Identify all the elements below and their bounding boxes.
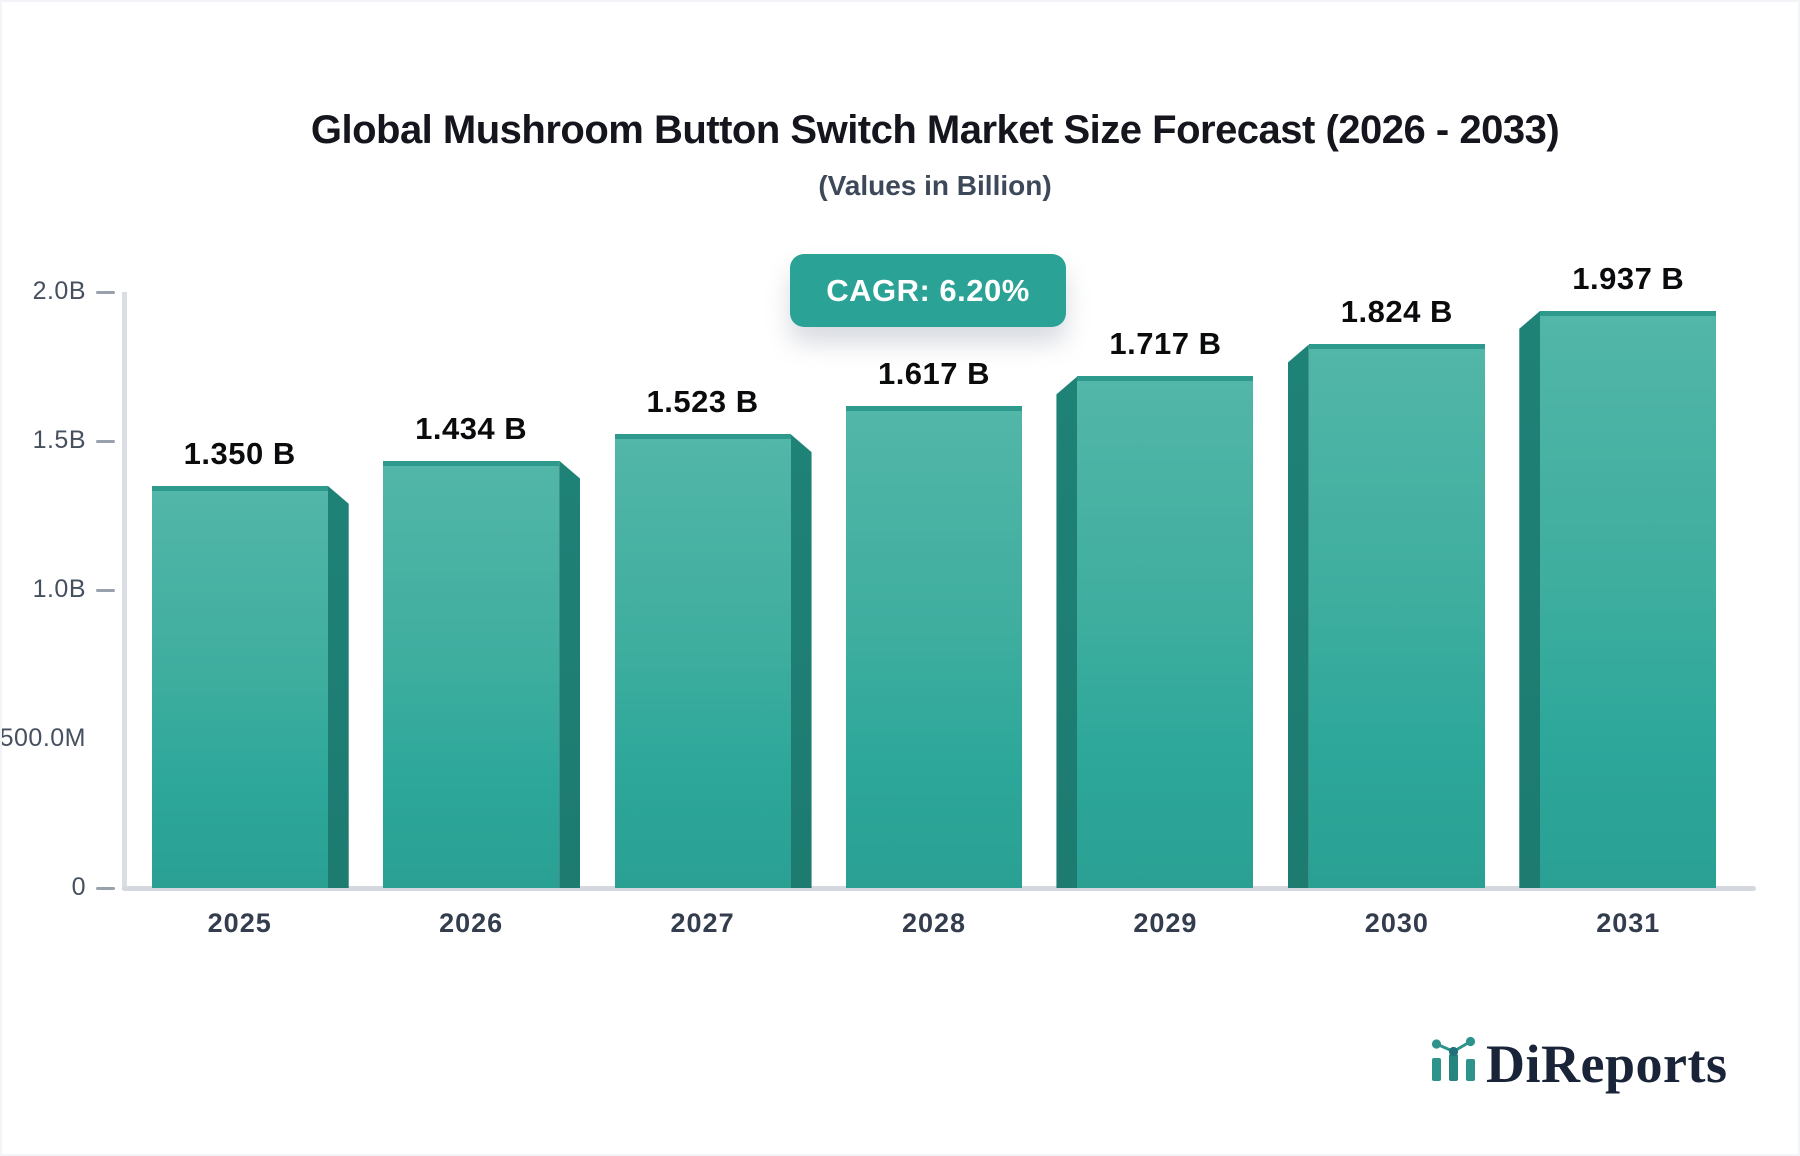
bar-3d-side	[1519, 310, 1541, 888]
bar-value-label: 1.350 B	[183, 435, 296, 471]
bar-2028[interactable]	[846, 406, 1022, 888]
bar-2025[interactable]	[151, 485, 328, 888]
x-axis-label-2030: 2030	[1364, 908, 1429, 938]
y-axis-tick-label-text: 0	[71, 873, 86, 901]
cagr-badge: CAGR: 6.20%	[790, 254, 1066, 327]
cagr-badge-label: CAGR: 6.20%	[826, 272, 1030, 308]
y-axis-tick-label-text: 1.0B	[32, 575, 86, 603]
x-axis-baseline	[122, 886, 1756, 891]
y-axis-tick-label-text: 500.0M	[0, 724, 86, 752]
bar-value-label: 1.434 B	[415, 410, 528, 446]
y-axis-tick	[96, 886, 115, 890]
chart-title: Global Mushroom Button Switch Market Siz…	[310, 108, 1560, 152]
bar-2031[interactable]	[1540, 310, 1717, 888]
bar-value-label: 1.717 B	[1109, 326, 1222, 362]
bar-chart-trend-icon	[1431, 1036, 1476, 1081]
x-axis-label-2028: 2028	[901, 908, 967, 938]
bar-2029[interactable]	[1077, 376, 1254, 888]
y-axis-tick-label-text: 2.0B	[32, 277, 86, 305]
bar-2026[interactable]	[383, 460, 560, 888]
bar-3d-side	[790, 434, 812, 888]
bar-2027[interactable]	[614, 434, 791, 888]
bar-value-label: 1.523 B	[646, 384, 759, 420]
bar-3d-side	[559, 460, 581, 888]
y-axis-tick	[96, 290, 115, 294]
bar-3d-side	[327, 485, 349, 888]
bar-value-label: 1.937 B	[1572, 260, 1685, 296]
bar-value-label: 1.824 B	[1340, 294, 1453, 330]
bar-3d-side	[1056, 376, 1078, 888]
y-axis-tick	[96, 439, 115, 443]
brand-logo[interactable]: DiReports	[1430, 1034, 1727, 1091]
x-axis-label-2025: 2025	[207, 908, 272, 938]
brand-logo-text: DiReports	[1486, 1034, 1728, 1094]
x-axis-label-2026: 2026	[439, 908, 504, 938]
y-axis-tick	[96, 588, 115, 592]
bar-value-label: 1.617 B	[877, 356, 991, 392]
y-axis-tick-label-text: 1.5B	[32, 426, 86, 454]
bar-3d-side	[1287, 344, 1309, 888]
x-axis-label-2031: 2031	[1596, 908, 1661, 938]
chart-subtitle: (Values in Billion)	[818, 170, 1052, 201]
y-axis-line	[122, 292, 127, 890]
x-axis-label-2029: 2029	[1133, 908, 1198, 938]
bar-2030[interactable]	[1308, 344, 1485, 888]
x-axis-label-2027: 2027	[670, 908, 735, 938]
